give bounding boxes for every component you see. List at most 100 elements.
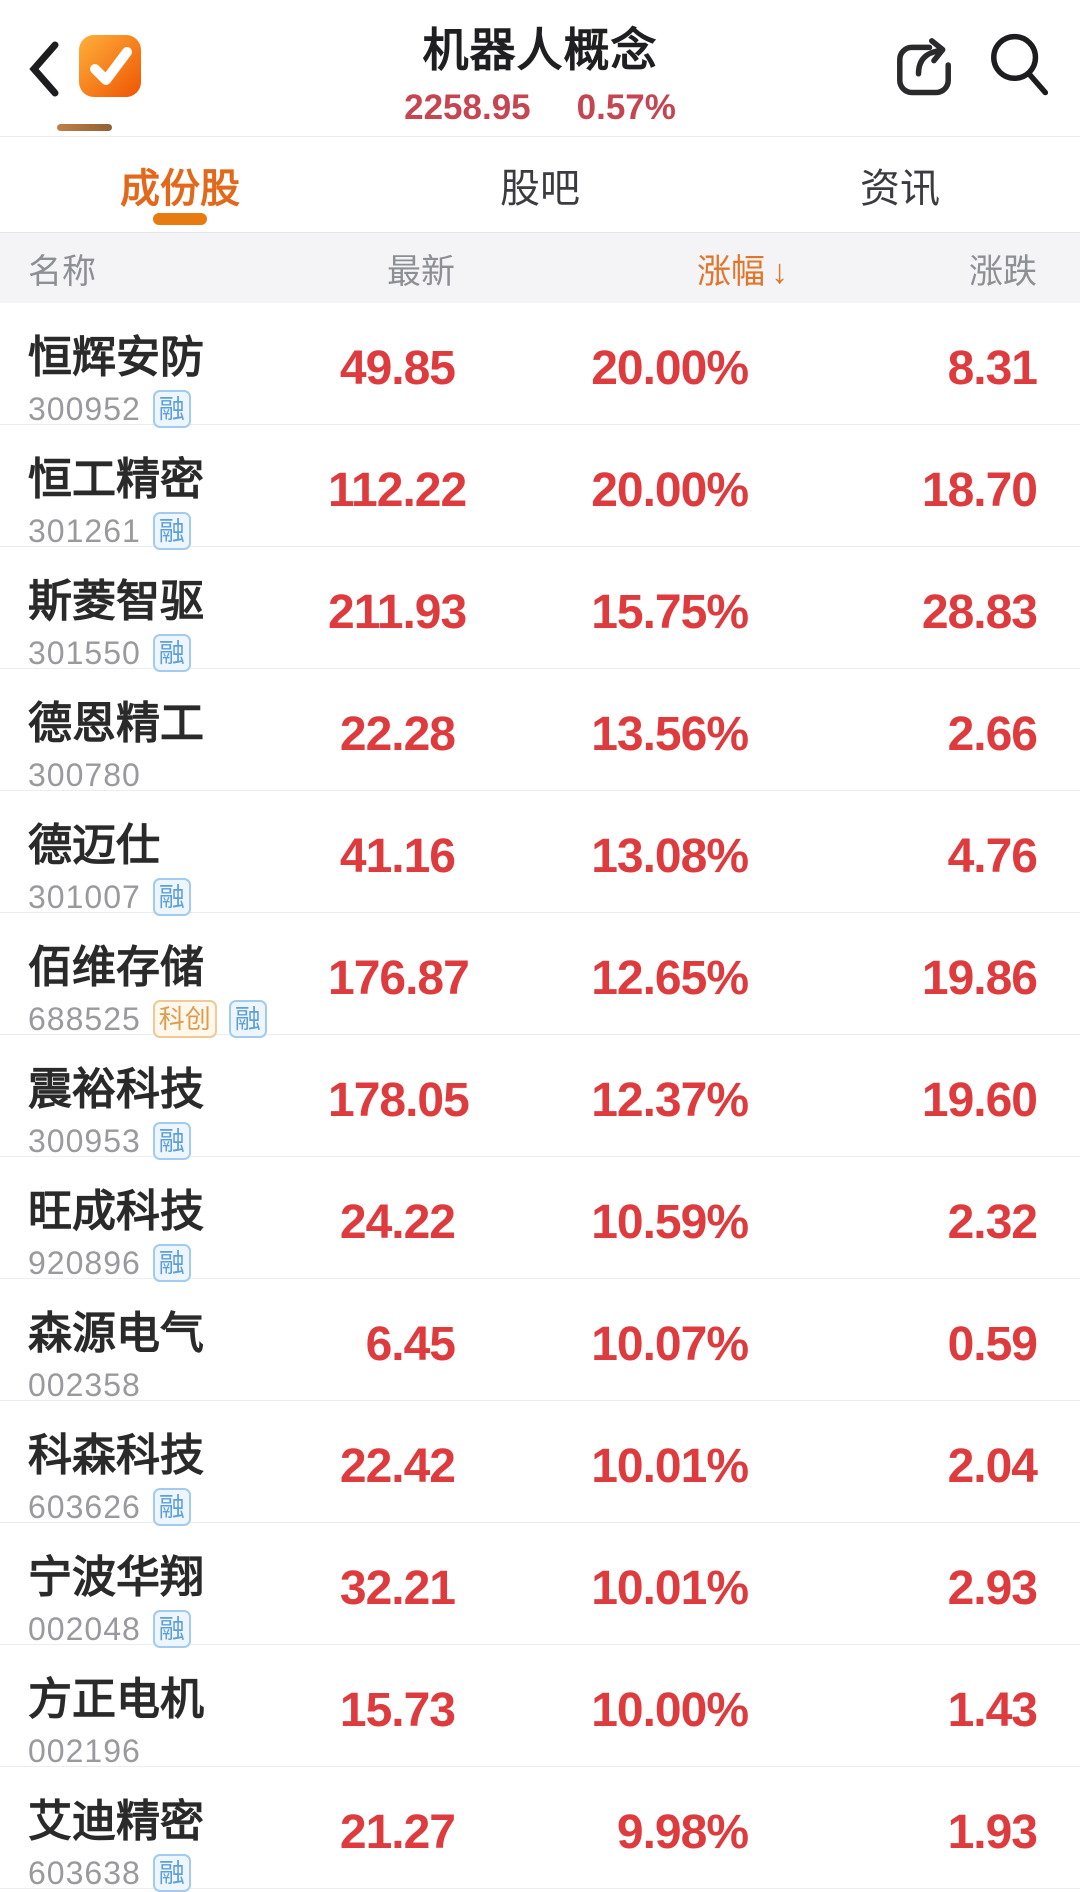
stock-price: 22.42 [339,1440,456,1493]
stock-change: 4.76 [947,830,1038,883]
stock-row[interactable]: 恒辉安防 300952 融 49.85 20.00% 8.31 [0,303,1080,428]
share-button[interactable] [893,32,955,98]
tab-item-2[interactable]: 资讯 [720,137,1080,232]
index-change-pct: 0.57% [576,88,676,127]
stock-code: 002048 [28,1610,141,1647]
stock-change-pct: 12.37% [591,1074,749,1127]
stock-identity: 德迈仕 301007 融 [28,791,328,917]
stock-identity: 震裕科技 300953 融 [28,1035,328,1161]
badge-融: 融 [152,390,191,428]
stock-change-pct: 13.56% [591,708,749,761]
stock-change: 18.70 [921,464,1038,517]
back-button[interactable] [22,38,66,100]
stock-identity: 科森科技 603626 融 [28,1401,328,1527]
column-header-change-pct[interactable]: 涨幅 ↓ [455,244,788,293]
search-icon [991,33,1049,96]
stock-change: 28.83 [921,586,1038,639]
stock-price: 32.21 [339,1562,456,1615]
stock-change: 2.93 [947,1562,1038,1615]
stock-row[interactable]: 宁波华翔 002048 融 32.21 10.01% 2.93 [0,1523,1080,1648]
stock-identity: 斯菱智驱 301550 融 [28,547,328,673]
stock-row[interactable]: 旺成科技 920896 融 24.22 10.59% 2.32 [0,1157,1080,1282]
stock-row[interactable]: 科森科技 603626 融 22.42 10.01% 2.04 [0,1401,1080,1526]
stock-name: 震裕科技 [28,1065,204,1114]
share-icon [897,38,951,96]
nav-underline-indicator [57,124,112,131]
index-value: 2258.95 [404,88,531,127]
stock-identity: 艾迪精密 603638 融 [28,1767,328,1892]
badge-科创: 科创 [152,1000,217,1038]
stock-row[interactable]: 森源电气 002358 6.45 10.07% 0.59 [0,1279,1080,1403]
stock-change-pct: 10.07% [591,1318,749,1371]
back-chevron-icon [29,41,59,97]
column-header-change[interactable]: 涨跌 [969,252,1037,291]
stock-price: 24.22 [339,1196,456,1249]
stock-identity: 宁波华翔 002048 融 [28,1523,328,1649]
column-header-name: 名称 [28,252,96,291]
stock-row[interactable]: 艾迪精密 603638 融 21.27 9.98% 1.93 [0,1767,1080,1892]
stock-name: 宁波华翔 [28,1553,204,1602]
badge-融: 融 [152,1854,191,1892]
stock-row[interactable]: 斯菱智驱 301550 融 211.93 15.75% 28.83 [0,547,1080,672]
stock-price: 15.73 [339,1684,456,1737]
stock-change-pct: 15.75% [591,586,749,639]
stock-name: 恒辉安防 [28,333,204,382]
stock-price: 112.22 [328,464,467,517]
stock-row[interactable]: 德迈仕 301007 融 41.16 13.08% 4.76 [0,791,1080,916]
stock-code: 301550 [28,634,141,671]
stock-row[interactable]: 佰维存储 688525 科创融 176.87 12.65% 19.86 [0,913,1080,1038]
stock-change: 2.04 [947,1440,1038,1493]
stock-price: 178.05 [328,1074,470,1127]
badge-融: 融 [152,1488,191,1526]
column-header-price[interactable]: 最新 [387,252,455,291]
tab-bar: 成份股 股吧 资讯 [0,137,1080,233]
stock-price: 49.85 [339,342,456,395]
active-tab-underline [153,213,207,225]
stock-identity: 恒辉安防 300952 融 [28,303,328,429]
stock-code: 688525 [28,1000,141,1037]
stock-price: 22.28 [339,708,456,761]
stock-code: 300953 [28,1122,141,1159]
stock-code: 301261 [28,512,141,549]
stock-change: 1.43 [947,1684,1038,1737]
stock-change-pct: 13.08% [591,830,749,883]
stock-change-pct: 10.59% [591,1196,749,1249]
tab-item-1[interactable]: 股吧 [360,137,720,232]
stock-name: 艾迪精密 [28,1797,204,1846]
tab-item-0[interactable]: 成份股 [0,137,360,232]
stock-code: 002196 [28,1732,141,1769]
stock-identity: 佰维存储 688525 科创融 [28,913,328,1039]
app-logo-check-icon[interactable] [78,34,142,98]
stock-row[interactable]: 德恩精工 300780 22.28 13.56% 2.66 [0,669,1080,793]
stock-change: 19.60 [921,1074,1038,1127]
stock-change-pct: 9.98% [616,1806,749,1859]
stock-change: 2.32 [947,1196,1038,1249]
search-button[interactable] [986,30,1054,100]
top-nav: 机器人概念 2258.95 0.57% [0,0,1080,137]
tab-label: 资讯 [860,166,940,211]
stock-change: 2.66 [947,708,1038,761]
stock-row[interactable]: 方正电机 002196 15.73 10.00% 1.43 [0,1645,1080,1769]
stock-change-pct: 20.00% [591,342,749,395]
badge-融: 融 [152,1610,191,1648]
stock-change-pct: 10.00% [591,1684,749,1737]
stock-change: 8.31 [947,342,1038,395]
stock-name: 方正电机 [28,1675,204,1724]
badge-融: 融 [228,1000,267,1038]
stock-name: 科森科技 [28,1431,204,1480]
stock-change: 0.59 [947,1318,1038,1371]
stock-change: 1.93 [947,1806,1038,1859]
stock-change-pct: 10.01% [591,1562,749,1615]
stock-price: 176.87 [328,952,470,1005]
stock-change: 19.86 [921,952,1038,1005]
stock-name: 森源电气 [28,1309,204,1358]
sort-desc-icon: ↓ [771,252,788,291]
stock-name: 德迈仕 [28,821,160,870]
stock-row[interactable]: 恒工精密 301261 融 112.22 20.00% 18.70 [0,425,1080,550]
stock-code: 603626 [28,1488,141,1525]
tab-label: 成份股 [120,166,240,211]
badge-融: 融 [152,878,191,916]
stock-name: 旺成科技 [28,1187,204,1236]
stock-row[interactable]: 震裕科技 300953 融 178.05 12.37% 19.60 [0,1035,1080,1160]
